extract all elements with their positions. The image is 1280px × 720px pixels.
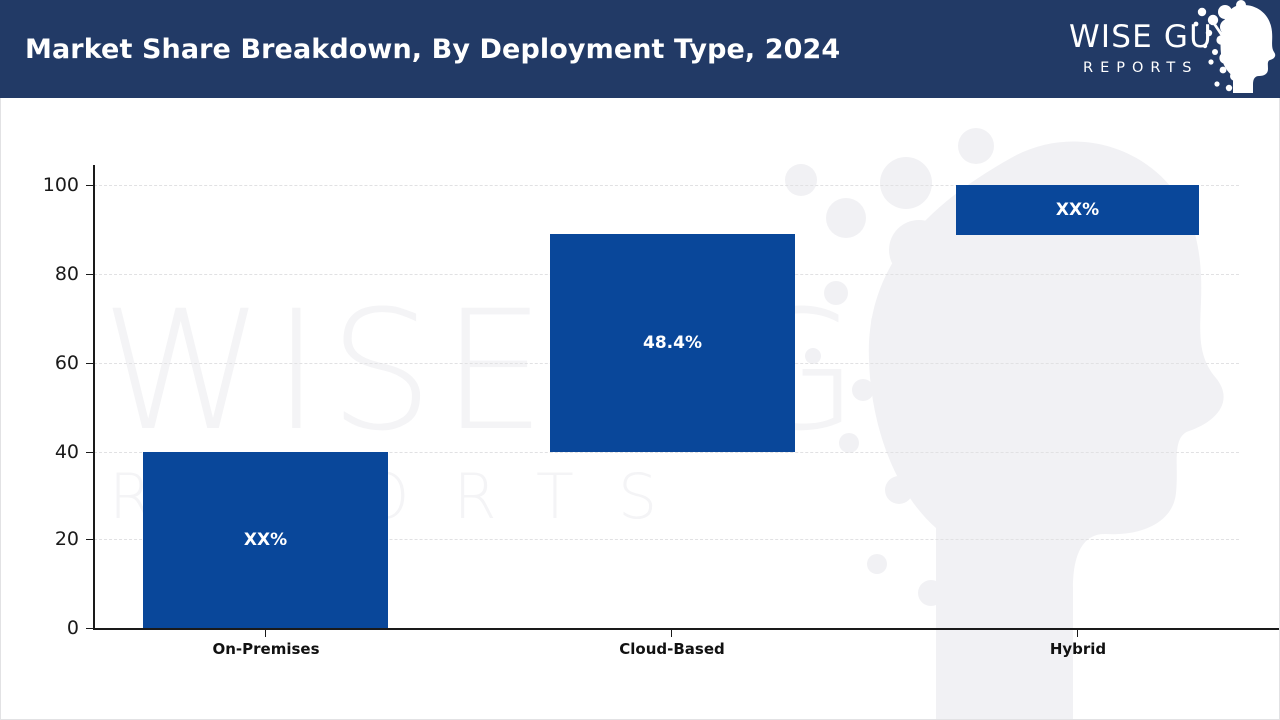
x-axis-line bbox=[93, 628, 1279, 630]
y-tick-label-20: 20 bbox=[54, 528, 79, 550]
logo-line1: WISE GUY bbox=[1069, 19, 1233, 55]
logo-svg: WISE GUY REPORTS bbox=[1069, 0, 1276, 93]
x-tick-label-cloud-based: Cloud-Based bbox=[619, 640, 725, 658]
x-tick-mark-cloud-based bbox=[671, 629, 673, 637]
bar-label-cloud-based: 48.4% bbox=[643, 333, 702, 353]
x-tick-mark-on-premises bbox=[265, 629, 267, 637]
watermark-line1: WISE bbox=[101, 275, 554, 467]
bar-cloud-based[interactable]: 48.4% bbox=[550, 234, 795, 452]
x-tick-label-on-premises: On-Premises bbox=[212, 640, 320, 658]
y-tick-label-80: 80 bbox=[54, 263, 79, 285]
y-tick-label-60: 60 bbox=[54, 352, 79, 374]
y-tick-mark-80 bbox=[86, 274, 94, 276]
wise-guy-reports-logo: WISE GUY REPORTS bbox=[1065, 0, 1280, 98]
x-tick-label-hybrid: Hybrid bbox=[1049, 640, 1107, 658]
x-tick-mark-hybrid bbox=[1077, 629, 1079, 637]
page-title: Market Share Breakdown, By Deployment Ty… bbox=[25, 33, 841, 65]
gridline-40 bbox=[94, 452, 1239, 453]
y-tick-label-40: 40 bbox=[54, 441, 79, 463]
bar-label-on-premises: XX% bbox=[243, 530, 288, 550]
bar-on-premises[interactable]: XX% bbox=[143, 452, 388, 628]
y-axis-line bbox=[93, 165, 95, 628]
bar-hybrid[interactable]: XX% bbox=[956, 185, 1199, 235]
gridline-20 bbox=[94, 539, 1239, 540]
y-tick-label-0: 0 bbox=[66, 617, 79, 639]
y-tick-mark-0 bbox=[86, 628, 94, 630]
page-header: Market Share Breakdown, By Deployment Ty… bbox=[0, 0, 1280, 98]
chart-card: WISE GUY REPORTS bbox=[0, 98, 1280, 720]
bar-label-hybrid: XX% bbox=[1055, 200, 1100, 220]
logo-line2: REPORTS bbox=[1083, 60, 1198, 76]
y-tick-label-100: 100 bbox=[42, 174, 79, 196]
logo-head-icon bbox=[1193, 0, 1276, 93]
gridline-100 bbox=[94, 185, 1239, 186]
y-tick-mark-20 bbox=[86, 539, 94, 541]
y-tick-mark-100 bbox=[86, 185, 94, 187]
y-tick-mark-60 bbox=[86, 363, 94, 365]
y-tick-mark-40 bbox=[86, 452, 94, 454]
